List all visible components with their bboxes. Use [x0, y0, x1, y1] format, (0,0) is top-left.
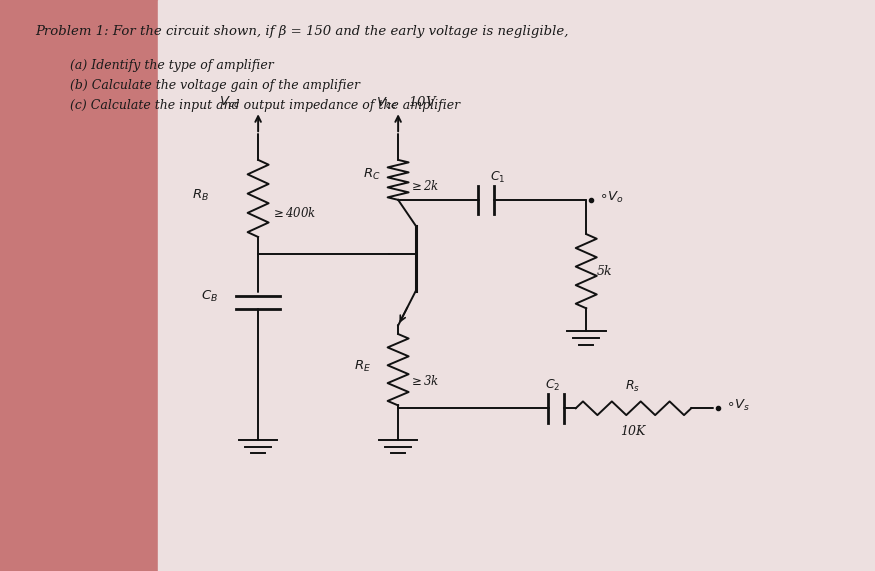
Text: (b) Calculate the voltage gain of the amplifier: (b) Calculate the voltage gain of the am…	[70, 79, 360, 92]
Text: (c) Calculate the input and output impedance of the amplifier: (c) Calculate the input and output imped…	[70, 99, 460, 112]
Text: Problem 1: For the circuit shown, if β = 150 and the early voltage is negligible: Problem 1: For the circuit shown, if β =…	[35, 25, 569, 38]
Text: $C_1$: $C_1$	[490, 170, 506, 184]
Text: $V_{cc}$   10V: $V_{cc}$ 10V	[376, 95, 438, 111]
Text: 10K: 10K	[620, 425, 646, 437]
Text: $C_B$: $C_B$	[201, 289, 218, 304]
Text: (a) Identify the type of amplifier: (a) Identify the type of amplifier	[70, 59, 274, 72]
Text: $R_B$: $R_B$	[192, 188, 209, 203]
Text: $V_{cc}$: $V_{cc}$	[219, 95, 240, 110]
Text: $C_2$: $C_2$	[545, 378, 561, 393]
Text: $\circ V_o$: $\circ V_o$	[599, 190, 624, 204]
Text: $R_s$: $R_s$	[625, 379, 640, 394]
Text: $R_E$: $R_E$	[354, 359, 371, 375]
Text: $R_C$: $R_C$	[363, 167, 381, 182]
Text: $\geq$400k: $\geq$400k	[271, 206, 317, 220]
Bar	[0, 0, 158, 571]
Text: $\circ V_s$: $\circ V_s$	[726, 398, 750, 413]
Bar	[158, 0, 875, 571]
Text: 5k: 5k	[597, 265, 612, 278]
Text: $\geq$2k: $\geq$2k	[409, 179, 439, 192]
Text: $\geq$3k: $\geq$3k	[409, 374, 439, 388]
